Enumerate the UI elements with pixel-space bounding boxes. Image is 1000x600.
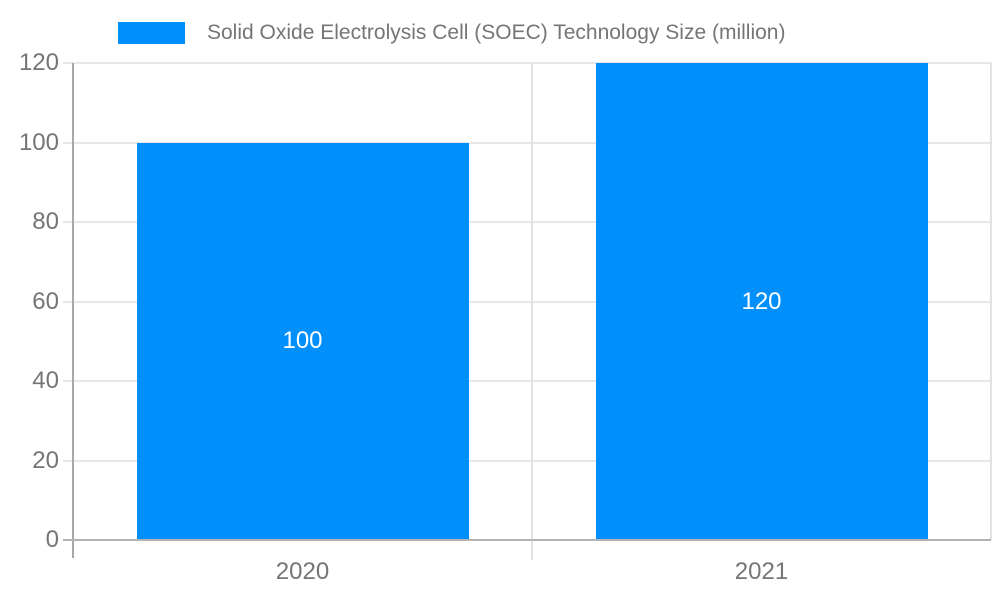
- x-axis-category-labels: 2020 2021: [73, 558, 991, 586]
- y-tick-label: 0: [45, 526, 59, 553]
- gridline: [63, 459, 991, 462]
- gridline: [63, 380, 991, 382]
- bar-2021[interactable]: 120: [595, 63, 928, 540]
- y-axis-line: [72, 63, 74, 558]
- x-category-label: 2021: [734, 558, 789, 585]
- plot-area: 100 120: [63, 62, 992, 560]
- plot-right-border: [990, 63, 992, 540]
- bar-value-label: 100: [282, 327, 323, 355]
- y-tick-label: 60: [32, 287, 59, 315]
- y-axis-tick-labels: 0 20 40 60 80 100 120: [0, 49, 59, 553]
- y-tick-label: 120: [18, 49, 59, 76]
- x-category-label: 2020: [275, 558, 330, 585]
- legend-item[interactable]: Solid Oxide Electrolysis Cell (SOEC) Tec…: [118, 21, 785, 45]
- legend-swatch: [118, 22, 185, 44]
- gridline: [63, 141, 991, 144]
- y-tick-label: 40: [32, 367, 59, 394]
- category-separator: [531, 63, 533, 560]
- legend-label: Solid Oxide Electrolysis Cell (SOEC) Tec…: [207, 21, 786, 44]
- gridline: [63, 62, 991, 64]
- gridline: [63, 300, 991, 303]
- x-axis-line: [63, 539, 991, 541]
- bar-value-label: 120: [741, 287, 782, 315]
- y-tick-label: 20: [32, 446, 59, 474]
- y-tick-label: 100: [18, 128, 59, 156]
- y-tick-label: 80: [32, 208, 59, 235]
- gridline: [63, 221, 991, 223]
- bar-2020[interactable]: 100: [136, 142, 469, 540]
